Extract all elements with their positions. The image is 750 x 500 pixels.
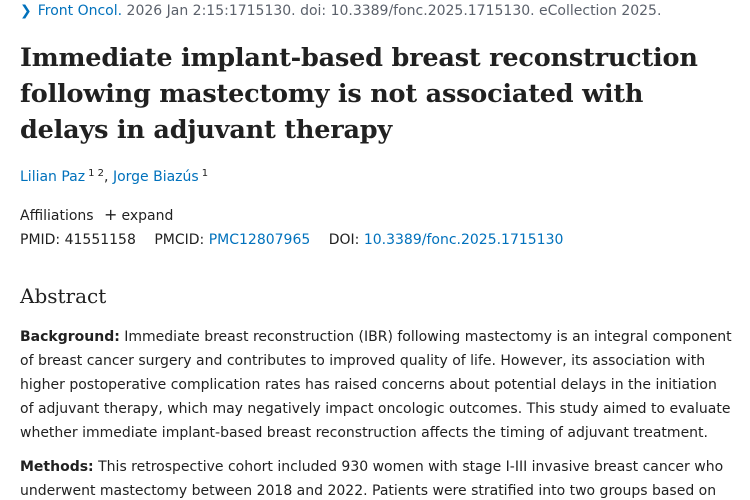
pmid-value: 41551158: [64, 232, 136, 248]
author-separator: ,: [104, 169, 113, 185]
doi-link[interactable]: 10.3389/fonc.2025.1715130: [363, 232, 564, 248]
plus-icon: +: [104, 205, 118, 224]
article-title: Immediate implant-based breast reconstru…: [20, 43, 698, 145]
abstract-background: Background: Immediate breast reconstruct…: [20, 325, 732, 445]
abstract-methods: Methods: This retrospective cohort inclu…: [20, 455, 732, 500]
citation-details: 2026 Jan 2:15:1715130. doi: 10.3389/fonc…: [126, 3, 662, 19]
chevron-right-icon[interactable]: ❯: [20, 3, 32, 19]
affiliations-expand-button[interactable]: + expand: [104, 205, 174, 224]
pmcid-label: PMCID:: [154, 232, 205, 248]
affiliations-label: Affiliations: [20, 208, 94, 224]
author-affiliation-refs[interactable]: 1 2: [88, 168, 105, 179]
author-link-jorge-biazus[interactable]: Jorge Biazús: [112, 169, 199, 185]
author-affiliation-refs[interactable]: 1: [201, 168, 209, 179]
expand-label: expand: [121, 208, 174, 224]
methods-text: This retrospective cohort included 930 w…: [20, 459, 724, 499]
affiliations-row: Affiliations + expand: [20, 205, 173, 224]
abstract-heading: Abstract: [20, 284, 107, 308]
pmid-label: PMID:: [20, 232, 61, 248]
pmcid-link[interactable]: PMC12807965: [208, 232, 311, 248]
background-label: Background:: [20, 329, 120, 345]
methods-label: Methods:: [20, 459, 94, 475]
background-text: Immediate breast reconstruction (IBR) fo…: [20, 329, 732, 441]
journal-link[interactable]: Front Oncol.: [37, 3, 123, 19]
identifiers-row: PMID: 41551158 PMCID: PMC12807965 DOI: 1…: [20, 232, 563, 248]
author-link-lilian-paz[interactable]: Lilian Paz: [20, 169, 86, 185]
author-list: Lilian Paz 1 2, Jorge Biazús 1: [20, 168, 208, 185]
citation-line: ❯ Front Oncol. 2026 Jan 2:15:1715130. doi…: [20, 3, 661, 19]
doi-label: DOI:: [328, 232, 360, 248]
